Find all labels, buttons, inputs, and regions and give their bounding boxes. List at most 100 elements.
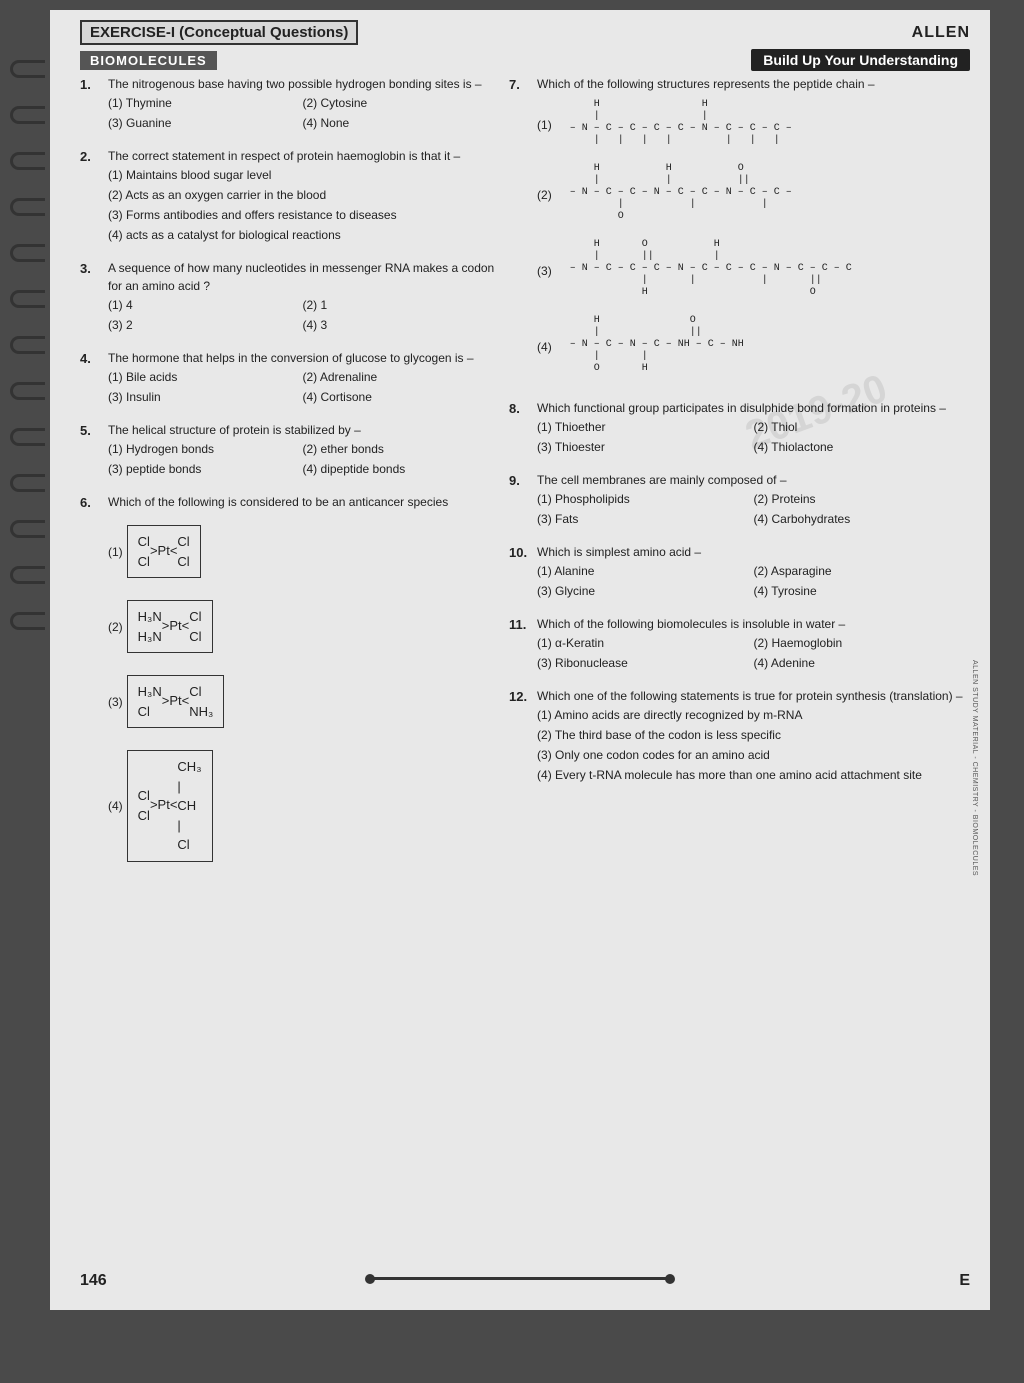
content-columns: 1. The nitrogenous base having two possi… — [80, 75, 970, 880]
peptide-structure: H H | | – N – C – C – C – C – N – C – C … — [558, 99, 792, 147]
question-text: Which of the following structures repres… — [537, 75, 970, 93]
option: (3) peptide bonds — [108, 459, 303, 479]
chem-option-3: (3) H₃NCl>Pt<ClNH₃ — [108, 671, 497, 732]
question-text: Which of the following biomolecules is i… — [537, 615, 970, 633]
question-number: 4. — [80, 349, 100, 407]
option: (4) Carbohydrates — [754, 509, 970, 529]
option: (2) The third base of the codon is less … — [537, 725, 970, 745]
option: (1) Amino acids are directly recognized … — [537, 705, 970, 725]
chapter-title: BIOMOLECULES — [80, 51, 217, 70]
question-text: Which functional group participates in d… — [537, 399, 970, 417]
peptide-structure: H H O | | || – N – C – C – N – C – C – N… — [558, 163, 792, 223]
option: (3) 2 — [108, 315, 303, 335]
side-vertical-text: ALLEN STUDY MATERIAL - CHEMISTRY - BIOMO… — [971, 660, 978, 876]
right-column: 7. Which of the following structures rep… — [509, 75, 970, 880]
option: (2) Thiol — [754, 417, 970, 437]
option: (1) α-Keratin — [537, 633, 753, 653]
option: (4) Every t-RNA molecule has more than o… — [537, 765, 970, 785]
option: (2) 1 — [303, 295, 498, 315]
question-text: The correct statement in respect of prot… — [108, 147, 497, 165]
question-5: 5. The helical structure of protein is s… — [80, 421, 497, 479]
option: (4) Tyrosine — [754, 581, 970, 601]
option: (1) Maintains blood sugar level — [108, 165, 497, 185]
option: (4) 3 — [303, 315, 498, 335]
question-text: The hormone that helps in the conversion… — [108, 349, 497, 367]
option: (1) Thioether — [537, 417, 753, 437]
option: (3) Glycine — [537, 581, 753, 601]
option: (2) Proteins — [754, 489, 970, 509]
left-column: 1. The nitrogenous base having two possi… — [80, 75, 497, 880]
option: (2) Acts as an oxygen carrier in the blo… — [108, 185, 497, 205]
option: (3) Thioester — [537, 437, 753, 457]
option: (4) Adenine — [754, 653, 970, 673]
question-number: 3. — [80, 259, 100, 335]
question-text: The nitrogenous base having two possible… — [108, 75, 497, 93]
peptide-structure: H O | || – N – C – N – C – NH – C – NH |… — [558, 315, 744, 375]
spiral-binding — [10, 60, 50, 630]
chem-structure: H₃NH₃N>Pt<ClCl — [127, 600, 213, 653]
option: (4) acts as a catalyst for biological re… — [108, 225, 497, 245]
question-text: A sequence of how many nucleotides in me… — [108, 259, 497, 295]
option: (1) 4 — [108, 295, 303, 315]
question-11: 11. Which of the following biomolecules … — [509, 615, 970, 673]
brand: ALLEN — [912, 24, 970, 42]
chem-option-2: (2) H₃NH₃N>Pt<ClCl — [108, 596, 497, 657]
exercise-title: EXERCISE-I (Conceptual Questions) — [80, 20, 358, 45]
chem-structure: ClCl>Pt<CH₃|CH|Cl — [127, 750, 213, 862]
option: (4) Thiolactone — [754, 437, 970, 457]
chem-structure: ClCl>Pt<ClCl — [127, 525, 201, 578]
question-number: 5. — [80, 421, 100, 479]
option: (1) Bile acids — [108, 367, 303, 387]
question-number: 8. — [509, 399, 529, 457]
question-7: 7. Which of the following structures rep… — [509, 75, 970, 385]
peptide-structure: H O H | || | – N – C – C – C – N – C – C… — [558, 239, 852, 299]
header: EXERCISE-I (Conceptual Questions) ALLEN — [80, 20, 970, 45]
question-6: 6. Which of the following is considered … — [80, 493, 497, 866]
option: (4) None — [303, 113, 498, 133]
option: (2) Haemoglobin — [754, 633, 970, 653]
option: (3) Insulin — [108, 387, 303, 407]
page-e: E — [959, 1272, 970, 1290]
question-text: Which one of the following statements is… — [537, 687, 970, 705]
option-label: (3) — [108, 693, 123, 711]
option-label: (4) — [108, 797, 123, 815]
page: 2019-20 EXERCISE-I (Conceptual Questions… — [50, 10, 990, 1310]
option: (4) Cortisone — [303, 387, 498, 407]
option-label: (1) — [537, 116, 552, 134]
option-label: (1) — [108, 543, 123, 561]
question-text: The helical structure of protein is stab… — [108, 421, 497, 439]
question-number: 2. — [80, 147, 100, 245]
option: (4) dipeptide bonds — [303, 459, 498, 479]
question-8: 8. Which functional group participates i… — [509, 399, 970, 457]
option: (1) Thymine — [108, 93, 303, 113]
question-number: 9. — [509, 471, 529, 529]
option: (3) Guanine — [108, 113, 303, 133]
option: (2) Cytosine — [303, 93, 498, 113]
question-number: 12. — [509, 687, 529, 785]
option: (1) Alanine — [537, 561, 753, 581]
option: (2) Asparagine — [754, 561, 970, 581]
question-number: 6. — [80, 493, 100, 866]
question-text: The cell membranes are mainly composed o… — [537, 471, 970, 489]
option-label: (4) — [537, 338, 552, 356]
question-number: 10. — [509, 543, 529, 601]
question-number: 7. — [509, 75, 529, 385]
option: (3) Ribonuclease — [537, 653, 753, 673]
footer-rule — [370, 1277, 670, 1280]
question-10: 10. Which is simplest amino acid – (1) A… — [509, 543, 970, 601]
question-12: 12. Which one of the following statement… — [509, 687, 970, 785]
question-number: 11. — [509, 615, 529, 673]
option: (2) Adrenaline — [303, 367, 498, 387]
option: (3) Forms antibodies and offers resistan… — [108, 205, 497, 225]
option: (3) Fats — [537, 509, 753, 529]
question-number: 1. — [80, 75, 100, 133]
question-3: 3. A sequence of how many nucleotides in… — [80, 259, 497, 335]
option: (3) Only one codon codes for an amino ac… — [537, 745, 970, 765]
question-4: 4. The hormone that helps in the convers… — [80, 349, 497, 407]
option-label: (3) — [537, 262, 552, 280]
question-2: 2. The correct statement in respect of p… — [80, 147, 497, 245]
option-label: (2) — [108, 618, 123, 636]
chem-option-4: (4) ClCl>Pt<CH₃|CH|Cl — [108, 746, 497, 866]
option: (1) Phospholipids — [537, 489, 753, 509]
page-number: 146 — [80, 1272, 107, 1290]
